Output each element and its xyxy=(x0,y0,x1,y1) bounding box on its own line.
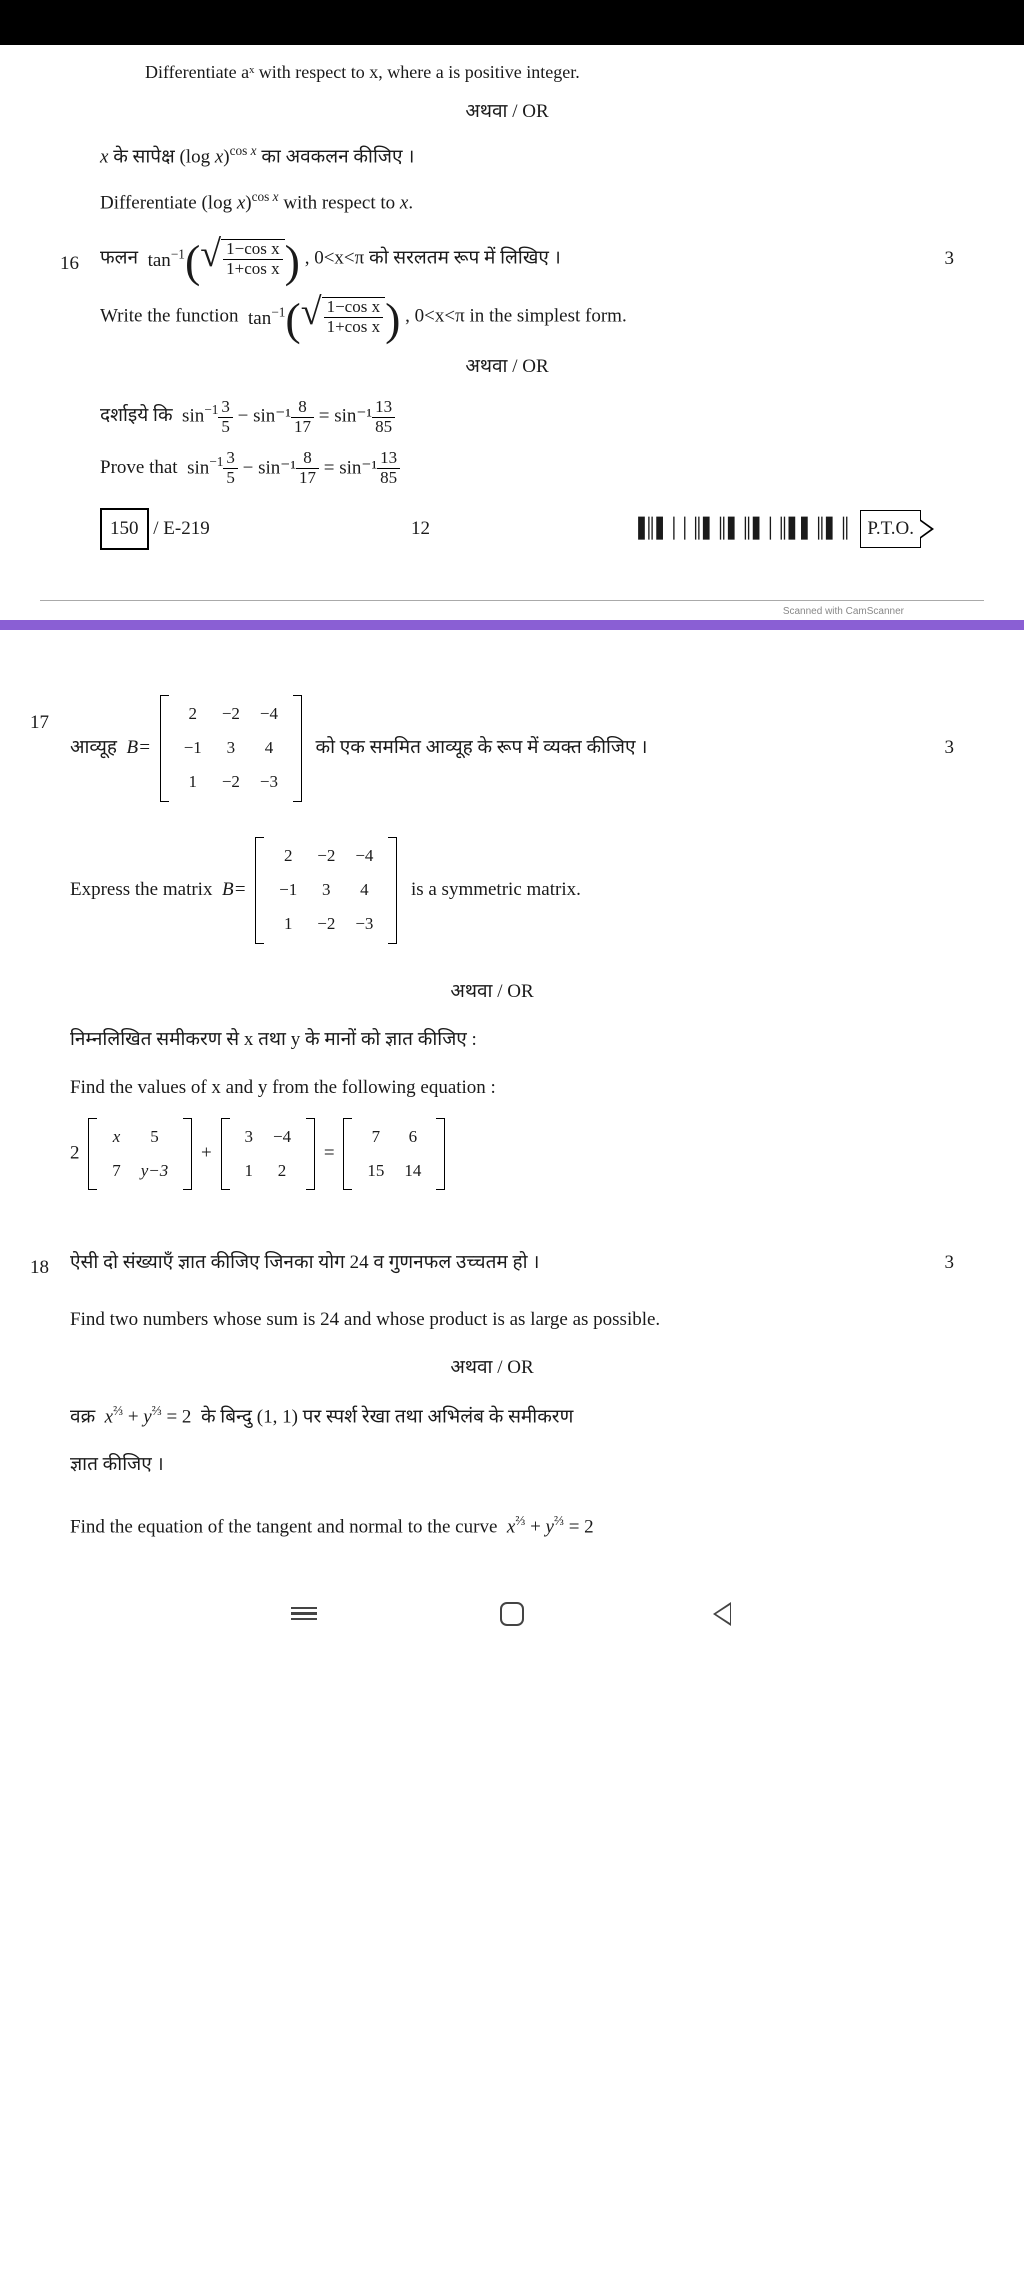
q18b-english: Find the equation of the tangent and nor… xyxy=(30,1508,954,1545)
marks: 3 xyxy=(924,730,954,766)
q17b-hindi: निम्नलिखित समीकरण से x तथा y के मानों को… xyxy=(30,1022,954,1058)
scanner-watermark: Scanned with CamScanner xyxy=(0,606,1024,617)
black-header-bar xyxy=(0,0,1024,45)
q-number: 16 xyxy=(60,236,100,282)
home-icon[interactable] xyxy=(496,1598,528,1630)
q17-hindi-suffix: को एक सममित आव्यूह के रूप में व्यक्त कीज… xyxy=(316,737,648,758)
or-label: अथवा / OR xyxy=(60,94,954,130)
q16b-english: Prove that sin−135 − sin⁻¹817 = sin⁻¹138… xyxy=(60,449,954,488)
pto-box: P.T.O. xyxy=(860,510,921,548)
paper-code-suffix: / E-219 xyxy=(149,518,210,539)
q18b-hindi-2: ज्ञात कीजिए । xyxy=(30,1447,954,1483)
q15b-english: Differentiate (log x)cos x with respect … xyxy=(60,184,954,221)
q17-row: 17 आव्यूह B= 2−2−4 −134 1−2−3 को एक सममि… xyxy=(30,695,954,802)
q18-english: Find two numbers whose sum is 24 and who… xyxy=(30,1302,954,1338)
q18-row: 18 ऐसी दो संख्याएँ ज्ञात कीजिए जिनका योग… xyxy=(30,1240,954,1286)
page-footer: 150 / E-219 12 ▐║▌││║▌║▌║▌│║▌▌║▌║ P.T.O. xyxy=(60,508,954,550)
marks: 3 xyxy=(924,241,954,277)
paper-code-box: 150 xyxy=(100,508,149,550)
q16b-hindi: दर्शाइये कि sin−135 − sin⁻¹817 = sin⁻¹13… xyxy=(60,397,954,436)
barcode: ▐║▌││║▌║▌║▌│║▌▌║▌║ xyxy=(631,511,851,547)
tan-inverse-expr: tan−1(√1−cos x1+cos x) xyxy=(148,239,300,279)
q-number: 17 xyxy=(30,695,70,741)
page-2-content: 17 आव्यूह B= 2−2−4 −134 1−2−3 को एक सममि… xyxy=(0,670,1024,1578)
q17-hindi-prefix: आव्यूह xyxy=(70,737,117,758)
q16-hindi-prefix: फलन xyxy=(100,248,138,269)
matrix-equation: 2 x5 7y−3 + 3−4 12 = 76 1514 xyxy=(30,1118,954,1191)
marks: 3 xyxy=(924,1245,954,1281)
page-number: 12 xyxy=(411,511,430,547)
q18b-hindi: वक्र x⅔ + y⅔ = 2 के बिन्दु (1, 1) पर स्प… xyxy=(30,1398,954,1435)
q16-row: 16 फलन tan−1(√1−cos x1+cos x) , 0<x<π को… xyxy=(60,236,954,282)
or-label-q16: अथवा / OR xyxy=(60,349,954,385)
q15b-hindi: x के सापेक्ष (log x)cos x का अवकलन कीजिए… xyxy=(60,138,954,175)
q16-english: Write the function tan−1(√1−cos x1+cos x… xyxy=(60,297,954,337)
q18-hindi: ऐसी दो संख्याएँ ज्ञात कीजिए जिनका योग 24… xyxy=(70,1245,924,1281)
android-nav-bar xyxy=(0,1578,1024,1645)
q-number: 18 xyxy=(30,1240,70,1286)
divider-line xyxy=(40,600,984,601)
or-label-q17: अथवा / OR xyxy=(30,974,954,1010)
back-icon[interactable] xyxy=(704,1598,736,1630)
matrix-B: 2−2−4 −134 1−2−3 xyxy=(160,695,302,802)
or-label-q18: अथवा / OR xyxy=(30,1350,954,1386)
pto-arrow-icon xyxy=(920,519,934,539)
q16-hindi-suffix: , 0<x<π को सरलतम रूप में लिखिए । xyxy=(305,248,561,269)
purple-divider xyxy=(0,620,1024,630)
page-1-content: Differentiate aˣ with respect to x, wher… xyxy=(0,45,1024,570)
clipped-prev-line: Differentiate aˣ with respect to x, wher… xyxy=(60,55,954,89)
q17-english: Express the matrix B= 2−2−4 −134 1−2−3 i… xyxy=(30,837,954,944)
recent-apps-icon[interactable] xyxy=(288,1598,320,1630)
q17b-english: Find the values of x and y from the foll… xyxy=(30,1070,954,1106)
